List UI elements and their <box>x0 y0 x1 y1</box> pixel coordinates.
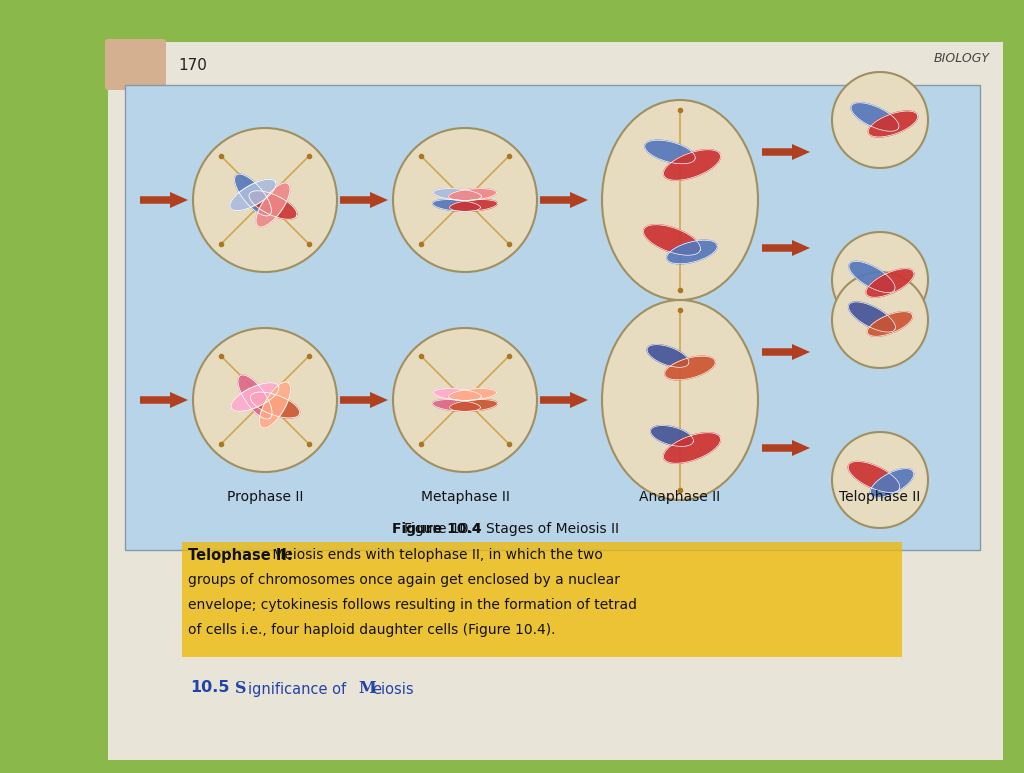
Polygon shape <box>645 140 695 164</box>
Text: 170: 170 <box>178 57 207 73</box>
Text: ignificance of: ignificance of <box>248 682 351 697</box>
Text: envelope; cytokinesis follows resulting in the formation of tetrad: envelope; cytokinesis follows resulting … <box>188 598 637 612</box>
FancyArrow shape <box>762 440 810 456</box>
Text: Prophase II: Prophase II <box>226 490 303 504</box>
Polygon shape <box>643 225 700 255</box>
FancyArrow shape <box>540 192 588 208</box>
Polygon shape <box>250 392 300 418</box>
Polygon shape <box>249 191 297 220</box>
Polygon shape <box>433 189 481 200</box>
Polygon shape <box>450 400 498 411</box>
Circle shape <box>831 432 928 528</box>
Text: Figure 10.4: Figure 10.4 <box>392 522 481 536</box>
Polygon shape <box>849 261 895 293</box>
Polygon shape <box>433 389 481 400</box>
Text: eiosis: eiosis <box>372 682 414 697</box>
Circle shape <box>831 72 928 168</box>
Text: Telophase II:: Telophase II: <box>188 548 293 563</box>
Polygon shape <box>868 111 918 137</box>
Circle shape <box>393 328 537 472</box>
Text: BIOLOGY: BIOLOGY <box>934 52 990 65</box>
Circle shape <box>193 128 337 272</box>
FancyArrow shape <box>340 392 388 408</box>
Text: Meiosis ends with telophase II, in which the two: Meiosis ends with telophase II, in which… <box>268 548 603 562</box>
Polygon shape <box>664 150 721 180</box>
Polygon shape <box>238 375 272 419</box>
Circle shape <box>193 328 337 472</box>
Polygon shape <box>867 312 912 336</box>
Text: of cells i.e., four haploid daughter cells (Figure 10.4).: of cells i.e., four haploid daughter cel… <box>188 623 555 637</box>
FancyArrow shape <box>762 144 810 160</box>
FancyArrow shape <box>762 240 810 256</box>
Text: groups of chromosomes once again get enclosed by a nuclear: groups of chromosomes once again get enc… <box>188 573 620 587</box>
Polygon shape <box>231 383 279 411</box>
FancyBboxPatch shape <box>125 85 980 550</box>
FancyArrow shape <box>140 192 188 208</box>
Text: 10.5: 10.5 <box>190 680 229 695</box>
Polygon shape <box>259 382 291 428</box>
Polygon shape <box>870 468 913 497</box>
Polygon shape <box>848 461 900 492</box>
Polygon shape <box>256 183 290 227</box>
Polygon shape <box>432 400 480 411</box>
FancyArrow shape <box>340 192 388 208</box>
Circle shape <box>393 128 537 272</box>
Polygon shape <box>665 356 715 380</box>
Polygon shape <box>647 345 689 367</box>
Polygon shape <box>450 199 498 211</box>
Polygon shape <box>432 199 480 211</box>
FancyArrow shape <box>762 344 810 360</box>
FancyArrow shape <box>540 392 588 408</box>
Text: M: M <box>358 680 376 697</box>
Polygon shape <box>667 240 717 264</box>
Polygon shape <box>664 433 721 463</box>
Text: Metaphase II: Metaphase II <box>421 490 509 504</box>
Text: Anaphase II: Anaphase II <box>639 490 721 504</box>
Text: Figure 10.4 Stages of Meiosis II: Figure 10.4 Stages of Meiosis II <box>404 522 620 536</box>
Ellipse shape <box>602 100 758 300</box>
FancyBboxPatch shape <box>105 39 166 90</box>
Polygon shape <box>449 389 497 400</box>
Text: S: S <box>234 680 247 697</box>
Circle shape <box>831 232 928 328</box>
Polygon shape <box>230 179 276 210</box>
Polygon shape <box>849 302 895 332</box>
Polygon shape <box>851 103 899 131</box>
FancyBboxPatch shape <box>108 42 1002 760</box>
Polygon shape <box>650 426 693 446</box>
FancyArrow shape <box>140 392 188 408</box>
FancyBboxPatch shape <box>182 542 902 657</box>
Polygon shape <box>449 189 497 200</box>
Text: Telophase II: Telophase II <box>840 490 921 504</box>
Polygon shape <box>866 269 914 298</box>
Ellipse shape <box>602 300 758 500</box>
Polygon shape <box>234 174 271 216</box>
Circle shape <box>831 272 928 368</box>
